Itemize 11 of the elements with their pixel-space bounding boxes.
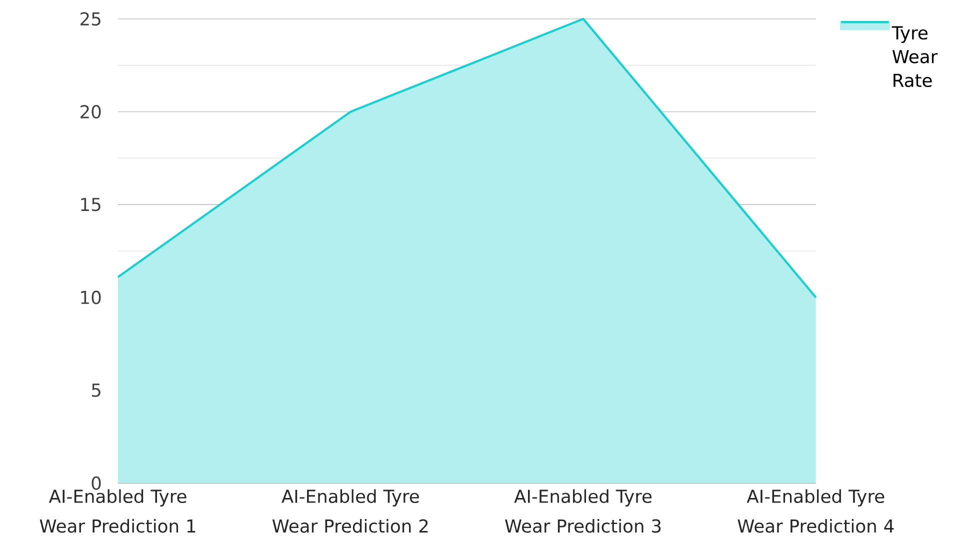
y-tick-label: 0 xyxy=(92,476,101,490)
x-tick-label: AI-Enabled Tyre Wear Prediction 2 xyxy=(272,489,428,533)
x-tick-label: AI-Enabled Tyre Wear Prediction 1 xyxy=(40,489,196,533)
y-tick-label: 5 xyxy=(92,384,100,398)
legend-label: Tyre Wear Rate xyxy=(892,26,938,88)
y-tick-label: 10 xyxy=(81,290,101,304)
y-tick-label: 20 xyxy=(80,105,101,119)
x-tick-label: AI-Enabled Tyre Wear Prediction 3 xyxy=(505,489,661,533)
y-tick-label: 25 xyxy=(80,12,100,26)
y-tick-label: 15 xyxy=(81,198,100,212)
x-tick-label: AI-Enabled Tyre Wear Prediction 4 xyxy=(738,489,894,533)
